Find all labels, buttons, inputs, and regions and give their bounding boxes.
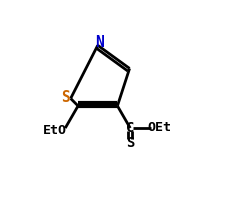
Text: S: S [61,90,69,105]
Text: S: S [126,136,134,150]
Text: C: C [126,121,134,135]
Text: OEt: OEt [148,121,172,134]
Text: EtO: EtO [42,124,67,137]
Text: N: N [95,35,104,50]
